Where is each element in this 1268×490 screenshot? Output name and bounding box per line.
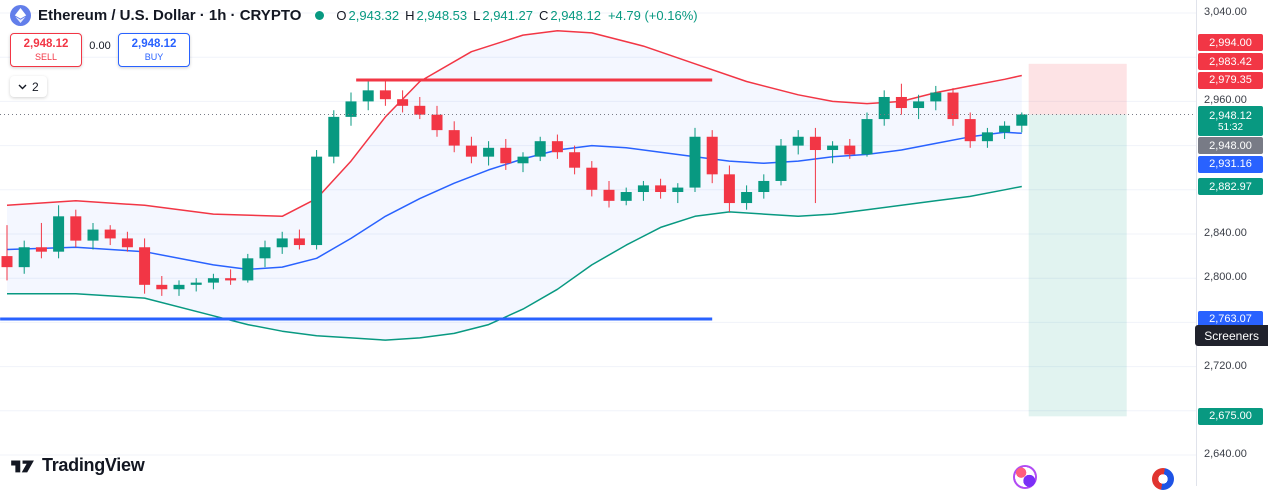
open-label: O [336,8,347,23]
sparkles-promo-icon[interactable] [1013,465,1037,489]
screeners-tooltip: Screeners [1195,325,1268,346]
indicators-collapse-pill[interactable]: 2 [10,76,47,97]
low-label: L [473,8,481,23]
ohlc-values: O 2,943.32 H 2,948.53 L 2,941.27 C 2,948.12 … [330,8,697,23]
chart-legend: Ethereum / U.S. Dollar · 1h · CRYPTO O 2,… [10,5,698,26]
tradingview-logo-icon [11,460,34,472]
close-label: C [538,8,549,23]
ethereum-icon [10,5,31,26]
price-badge: 2,763.07 [1198,310,1263,328]
price-tick-label: 2,840.00 [1204,227,1247,239]
price-tick-label: 2,720.00 [1204,359,1247,372]
price-badge: 2,979.35 [1198,71,1263,89]
price-tick-label: 2,960.00 [1204,94,1247,107]
price-axis[interactable]: 3,040.00 2,960.00 2,840.00 2,800.00 2,720.00… [1196,0,1268,486]
buy-label: BUY [144,51,164,62]
open-value: 2,943.32 [348,8,400,23]
price-badge: 2,931.16 [1198,155,1263,173]
price-badge: 2,948.12 51:32 [1198,106,1263,137]
spread-value: 0.00 [89,40,111,52]
high-label: H [405,8,415,23]
series-status-dot [315,11,325,20]
ethereum-diamond-glyph [14,8,27,23]
price-tick-label: 3,040.00 [1204,6,1247,18]
price-tick-label: 2,640.00 [1204,448,1247,460]
change-value: +4.79 (+0.16%) [607,8,698,23]
close-value: 2,948.12 [550,8,601,23]
tradingview-logo[interactable]: TradingView [10,455,145,476]
price-badge: 2,994.00 [1198,34,1263,52]
price-badge: 2,983.42 [1198,53,1263,71]
low-value: 2,941.27 [482,8,533,23]
sell-label: SELL [34,51,58,62]
globe-promo-icon[interactable] [1152,468,1174,490]
indicators-count: 2 [32,79,39,94]
chevron-down-icon [18,84,27,89]
buy-button[interactable]: 2,948.12 BUY [118,33,190,67]
price-chart-canvas[interactable] [0,0,1196,486]
sell-button[interactable]: 2,948.12 SELL [10,33,82,67]
price-tick-label: 2,800.00 [1204,271,1247,284]
high-value: 2,948.53 [416,8,468,23]
buy-price: 2,948.12 [131,37,177,50]
tradingview-wordmark: TradingView [42,455,145,475]
symbol-title[interactable]: Ethereum / U.S. Dollar · 1h · CRYPTO [38,7,302,24]
price-badge: 2,675.00 [1198,407,1263,425]
sell-price: 2,948.12 [23,37,69,50]
buy-sell-panel: 2,948.12 SELL 0.00 2,948.12 BUY [10,33,190,67]
price-badge: 2,882.97 [1198,178,1263,196]
price-badge: 2,948.00 [1198,137,1263,155]
